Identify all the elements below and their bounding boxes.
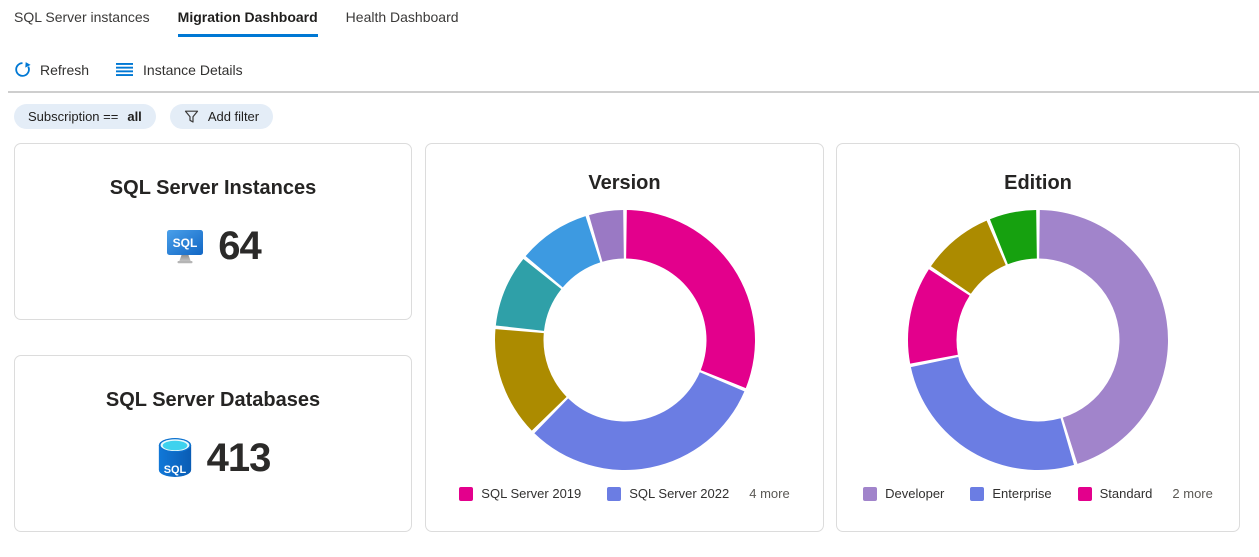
refresh-icon: [14, 61, 31, 78]
chart-title: Version: [588, 172, 661, 194]
legend-item-enterprise[interactable]: Enterprise: [970, 486, 1052, 501]
legend-item-sql-server-2022[interactable]: SQL Server 2022: [607, 486, 729, 501]
kpi-card-sql-server-instances: SQL Server Instances SQL 64: [14, 143, 412, 320]
legend-swatch: [863, 486, 878, 501]
legend-label: Enterprise: [992, 486, 1052, 501]
donut-segment-standard[interactable]: [908, 269, 970, 364]
legend-swatch: [1077, 486, 1092, 501]
legend-swatch: [970, 486, 985, 501]
legend-label: Standard: [1099, 486, 1153, 501]
tab-sql-server-instances[interactable]: SQL Server instances: [14, 9, 150, 25]
svg-text:SQL: SQL: [173, 236, 198, 250]
legend-item-standard[interactable]: Standard: [1077, 486, 1153, 501]
chart-card-edition: Edition Developer Enterprise Standard 2 mor…: [836, 143, 1240, 532]
add-filter-label: Add filter: [207, 109, 260, 124]
legend-label: SQL Server 2022: [629, 486, 730, 501]
donut-segment[interactable]: [588, 210, 624, 262]
subscription-filter-text: Subscription ==: [28, 109, 119, 124]
legend-swatch: [607, 486, 622, 501]
sql-server-databases-count: 413: [206, 435, 272, 480]
donut-segment[interactable]: [525, 216, 600, 288]
donut-segment-developer[interactable]: [1039, 210, 1168, 464]
edition-donut-chart: [908, 210, 1168, 471]
kpi-card-title: SQL Server Databases: [105, 389, 321, 411]
toolbar-divider: [8, 91, 1259, 93]
command-bar: Refresh Instance Details: [14, 61, 243, 78]
legend-item-sql-server-2019[interactable]: SQL Server 2019: [459, 486, 581, 501]
donut-segment[interactable]: [495, 258, 561, 331]
filter-bar: Subscription == all Add filter: [14, 104, 274, 129]
donut-segment[interactable]: [989, 210, 1037, 265]
edition-chart-legend: Developer Enterprise Standard 2 more: [837, 486, 1239, 501]
add-filter-pill[interactable]: Add filter: [169, 104, 274, 129]
sql-database-cylinder-icon: SQL: [156, 436, 194, 479]
funnel-icon: [184, 110, 199, 124]
donut-segment-sql-server-2022[interactable]: [533, 372, 744, 471]
version-chart-legend: SQL Server 2019 SQL Server 2022 4 more: [426, 486, 823, 501]
legend-label: SQL Server 2019: [481, 486, 582, 501]
tab-migration-dashboard[interactable]: Migration Dashboard: [177, 9, 318, 37]
sql-server-instances-count: 64: [218, 224, 261, 268]
donut-segment[interactable]: [930, 220, 1006, 294]
refresh-button[interactable]: Refresh: [14, 61, 89, 78]
tab-health-dashboard[interactable]: Health Dashboard: [345, 9, 459, 25]
legend-label: Developer: [885, 486, 945, 501]
kpi-card-title: SQL Server Instances: [109, 177, 317, 199]
svg-text:SQL: SQL: [163, 464, 186, 476]
chart-title: Edition: [1004, 172, 1072, 194]
refresh-label: Refresh: [40, 61, 90, 78]
kpi-card-sql-server-databases: SQL Server Databases SQL 413: [14, 355, 412, 532]
donut-segment[interactable]: [494, 329, 567, 431]
instance-details-icon: [115, 62, 134, 77]
sql-server-instance-monitor-icon: SQL: [165, 228, 205, 265]
version-donut-chart: [494, 210, 755, 471]
instance-details-label: Instance Details: [143, 61, 243, 78]
instance-details-button[interactable]: Instance Details: [115, 62, 243, 78]
tab-bar: SQL Server instances Migration Dashboard…: [14, 9, 459, 37]
legend-overflow-label[interactable]: 4 more: [749, 486, 790, 501]
legend-item-developer[interactable]: Developer: [863, 486, 944, 501]
subscription-filter-pill[interactable]: Subscription == all: [14, 104, 156, 129]
legend-overflow-label[interactable]: 2 more: [1172, 486, 1213, 501]
donut-segment-enterprise[interactable]: [910, 357, 1074, 471]
subscription-filter-value: all: [127, 109, 142, 124]
legend-swatch: [459, 486, 474, 501]
donut-segment-sql-server-2019[interactable]: [625, 210, 755, 389]
chart-card-version: Version SQL Server 2019 SQL Server 2022 4 …: [425, 143, 824, 532]
